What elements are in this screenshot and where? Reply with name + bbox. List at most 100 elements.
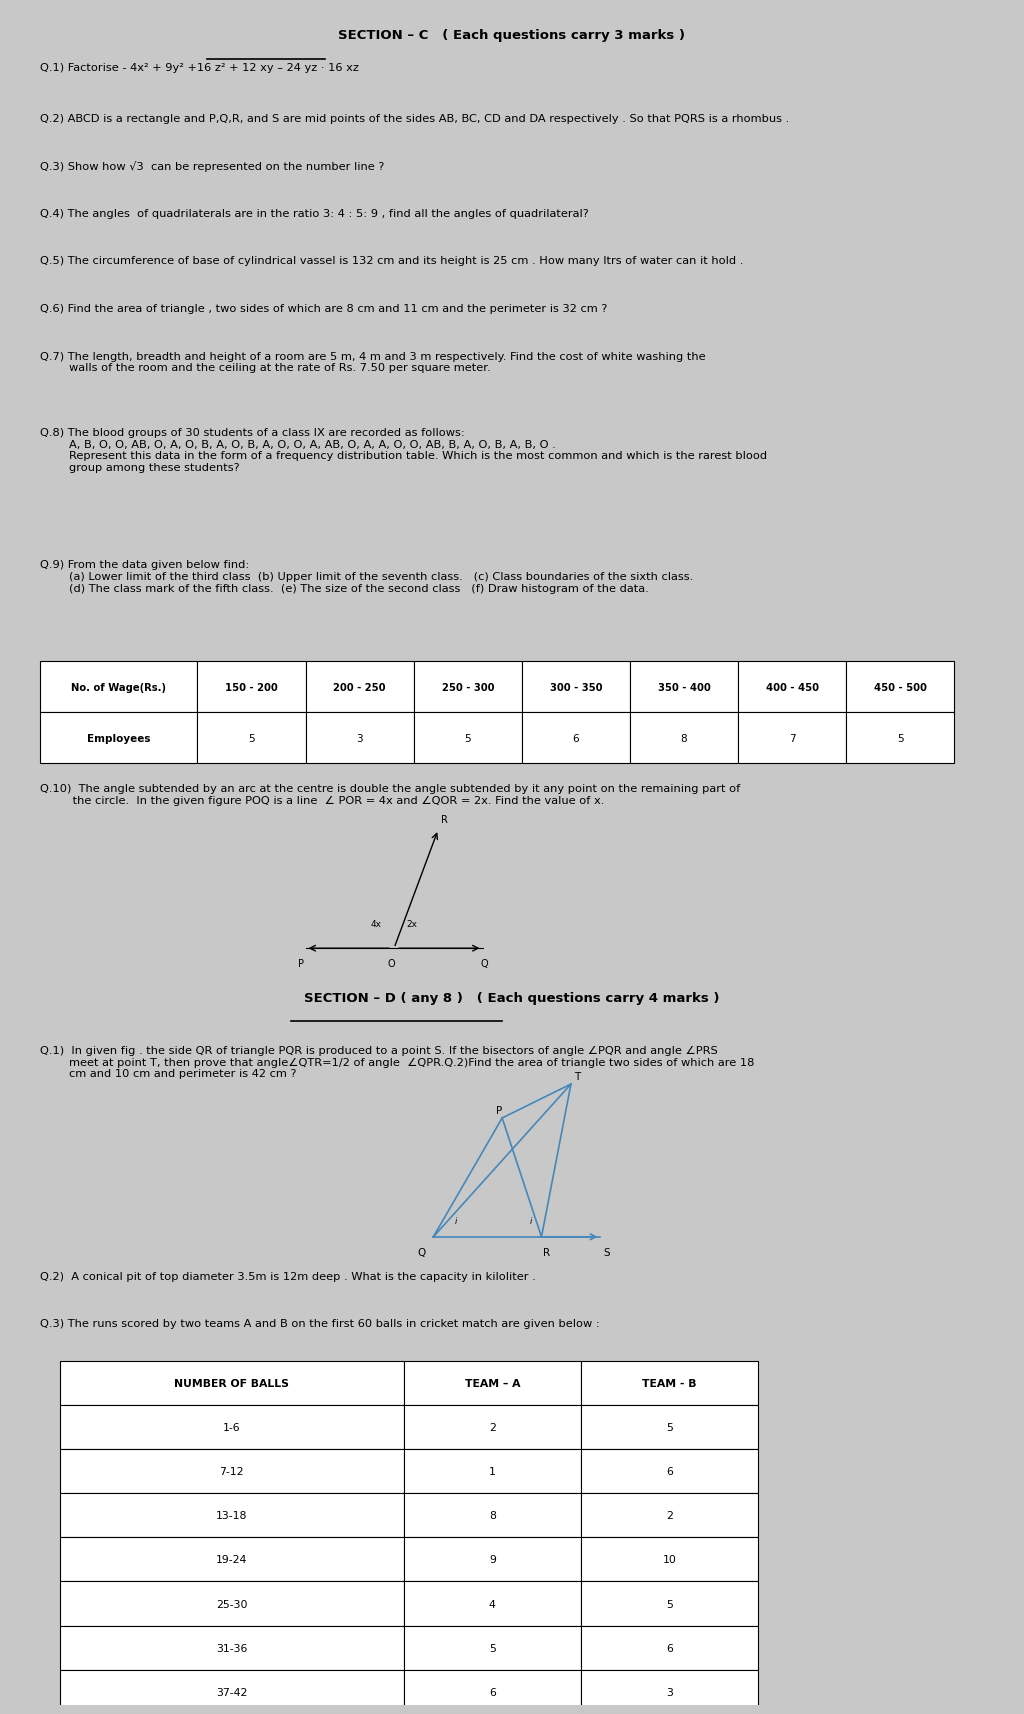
Bar	[59, 1582, 403, 1625]
Text: 6: 6	[666, 1642, 673, 1652]
Bar	[738, 713, 846, 764]
Text: 200 - 250: 200 - 250	[334, 682, 386, 692]
Bar	[403, 1669, 581, 1714]
Bar	[59, 1537, 403, 1582]
Text: 2x: 2x	[407, 919, 417, 929]
Bar	[403, 1405, 581, 1450]
Text: SECTION – D ( any 8 )   ( Each questions carry 4 marks ): SECTION – D ( any 8 ) ( Each questions c…	[304, 991, 720, 1004]
Text: R: R	[441, 814, 449, 824]
Text: 300 - 350: 300 - 350	[550, 682, 602, 692]
Text: P: P	[496, 1106, 503, 1116]
Bar	[738, 662, 846, 713]
Text: Q.8) The blood groups of 30 students of a class IX are recorded as follows:
    : Q.8) The blood groups of 30 students of …	[40, 428, 767, 473]
Text: 6: 6	[666, 1465, 673, 1476]
Text: 400 - 450: 400 - 450	[766, 682, 818, 692]
Bar	[305, 662, 414, 713]
Bar	[581, 1537, 758, 1582]
Text: Q.9) From the data given below find:
        (a) Lower limit of the third class : Q.9) From the data given below find: (a)…	[40, 560, 693, 593]
Text: 7-12: 7-12	[219, 1465, 244, 1476]
Bar	[581, 1405, 758, 1450]
Bar	[403, 1582, 581, 1625]
Text: 8: 8	[681, 734, 687, 744]
Bar	[581, 1493, 758, 1537]
Text: Q.5) The circumference of base of cylindrical vassel is 132 cm and its height is: Q.5) The circumference of base of cylind…	[40, 257, 743, 266]
Bar	[59, 1493, 403, 1537]
Text: 1-6: 1-6	[223, 1423, 241, 1433]
Bar	[581, 1450, 758, 1493]
Bar	[846, 713, 954, 764]
Bar	[414, 662, 522, 713]
Text: 25-30: 25-30	[216, 1599, 248, 1609]
Text: 5: 5	[666, 1423, 673, 1433]
Text: Q.7) The length, breadth and height of a room are 5 m, 4 m and 3 m respectively.: Q.7) The length, breadth and height of a…	[40, 351, 706, 374]
Text: 37-42: 37-42	[216, 1687, 248, 1697]
Bar	[403, 1625, 581, 1669]
Bar	[522, 662, 630, 713]
Bar	[59, 1405, 403, 1450]
Bar	[403, 1537, 581, 1582]
Text: Q.10)  The angle subtended by an arc at the centre is double the angle subtended: Q.10) The angle subtended by an arc at t…	[40, 783, 740, 806]
Text: T: T	[573, 1071, 581, 1082]
Text: 19-24: 19-24	[216, 1555, 248, 1565]
Text: 1: 1	[488, 1465, 496, 1476]
Bar	[403, 1361, 581, 1405]
Bar	[40, 713, 198, 764]
Bar	[581, 1361, 758, 1405]
Text: No. of Wage(Rs.): No. of Wage(Rs.)	[72, 682, 166, 692]
Text: 9: 9	[488, 1555, 496, 1565]
Text: 31-36: 31-36	[216, 1642, 248, 1652]
Text: 350 - 400: 350 - 400	[657, 682, 711, 692]
Bar	[59, 1625, 403, 1669]
Text: 13-18: 13-18	[216, 1510, 248, 1520]
Text: Q.2) ABCD is a rectangle and P,Q,R, and S are mid points of the sides AB, BC, CD: Q.2) ABCD is a rectangle and P,Q,R, and …	[40, 113, 790, 123]
Text: Q: Q	[417, 1248, 426, 1258]
Text: 5: 5	[248, 734, 255, 744]
Text: Q.3) Show how √3  can be represented on the number line ?: Q.3) Show how √3 can be represented on t…	[40, 161, 385, 173]
Text: 6: 6	[488, 1687, 496, 1697]
Bar	[40, 662, 198, 713]
Text: TEAM - B: TEAM - B	[642, 1378, 696, 1388]
Text: 250 - 300: 250 - 300	[441, 682, 494, 692]
Text: 8: 8	[488, 1510, 496, 1520]
Text: 5: 5	[488, 1642, 496, 1652]
Bar	[630, 662, 738, 713]
Text: 5: 5	[897, 734, 903, 744]
Text: 3: 3	[356, 734, 362, 744]
Text: 450 - 500: 450 - 500	[873, 682, 927, 692]
Bar	[581, 1582, 758, 1625]
Text: NUMBER OF BALLS: NUMBER OF BALLS	[174, 1378, 289, 1388]
Text: O: O	[387, 958, 395, 968]
Text: Q.3) The runs scored by two teams A and B on the first 60 balls in cricket match: Q.3) The runs scored by two teams A and …	[40, 1318, 600, 1328]
Bar	[59, 1669, 403, 1714]
Bar	[198, 662, 305, 713]
Text: 3: 3	[666, 1687, 673, 1697]
Bar	[305, 713, 414, 764]
Text: 10: 10	[663, 1555, 676, 1565]
Bar	[198, 713, 305, 764]
Text: Q.6) Find the area of triangle , two sides of which are 8 cm and 11 cm and the p: Q.6) Find the area of triangle , two sid…	[40, 303, 607, 314]
Text: SECTION – C   ( Each questions carry 3 marks ): SECTION – C ( Each questions carry 3 mar…	[339, 29, 685, 41]
Bar	[403, 1493, 581, 1537]
Text: 6: 6	[572, 734, 580, 744]
Text: 5: 5	[465, 734, 471, 744]
Text: i: i	[529, 1217, 532, 1226]
Text: 7: 7	[788, 734, 796, 744]
Bar	[581, 1625, 758, 1669]
Text: 5: 5	[666, 1599, 673, 1609]
Text: TEAM – A: TEAM – A	[465, 1378, 520, 1388]
Text: Q.4) The angles  of quadrilaterals are in the ratio 3: 4 : 5: 9 , find all the a: Q.4) The angles of quadrilaterals are in…	[40, 209, 589, 219]
Text: Q.2)  A conical pit of top diameter 3.5m is 12m deep . What is the capacity in k: Q.2) A conical pit of top diameter 3.5m …	[40, 1272, 536, 1280]
Text: R: R	[544, 1248, 551, 1258]
Text: i: i	[455, 1217, 458, 1226]
Bar	[59, 1450, 403, 1493]
Bar	[414, 713, 522, 764]
Text: P: P	[298, 958, 304, 968]
Text: Q.1) Factorise - 4x² + 9y² +16 z² + 12 xy – 24 yz · 16 xz: Q.1) Factorise - 4x² + 9y² +16 z² + 12 x…	[40, 63, 359, 74]
Text: 2: 2	[666, 1510, 673, 1520]
Bar	[846, 662, 954, 713]
Text: 2: 2	[488, 1423, 496, 1433]
Bar	[630, 713, 738, 764]
Text: S: S	[603, 1248, 610, 1258]
Text: 150 - 200: 150 - 200	[225, 682, 278, 692]
Bar	[581, 1669, 758, 1714]
